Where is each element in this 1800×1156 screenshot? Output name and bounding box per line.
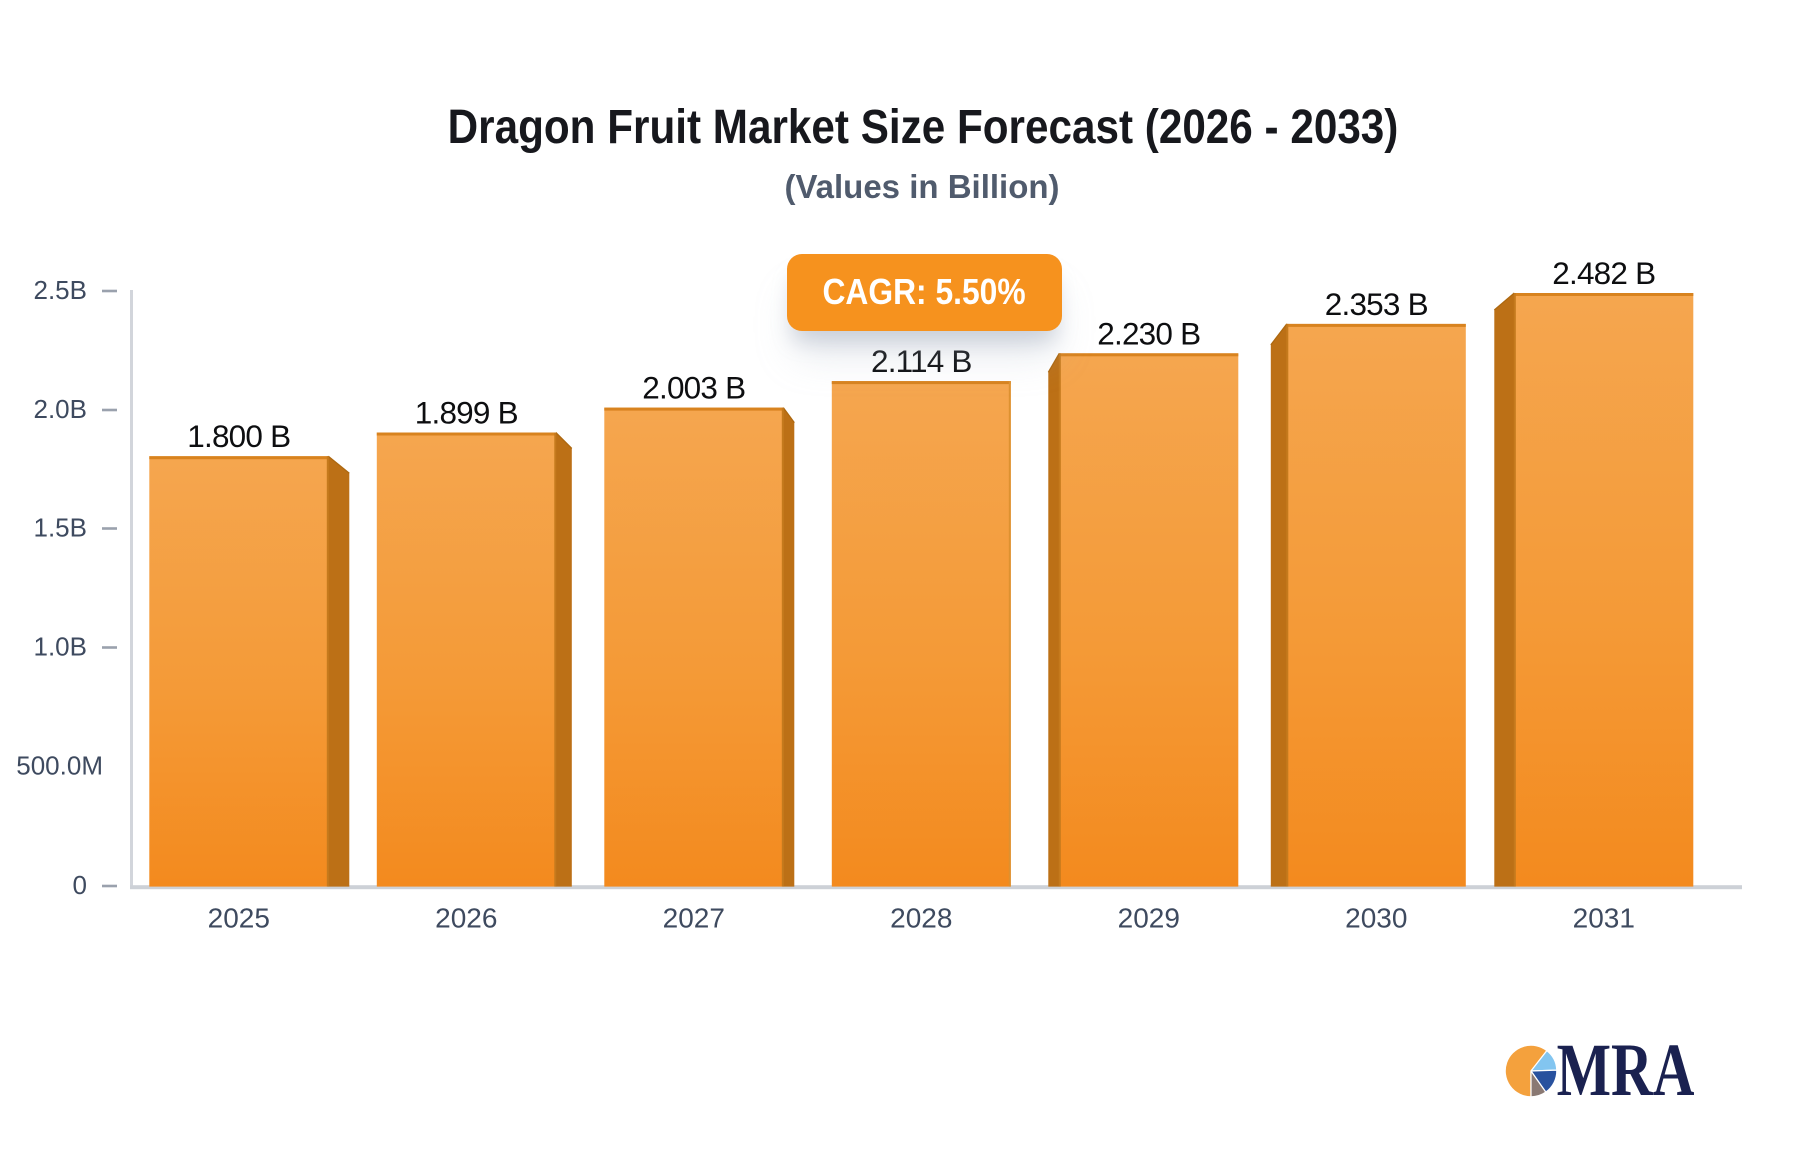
svg-text:2.482 B: 2.482 B bbox=[1552, 255, 1655, 291]
svg-text:1.5B: 1.5B bbox=[34, 513, 88, 543]
svg-text:2026: 2026 bbox=[435, 903, 497, 934]
svg-text:2031: 2031 bbox=[1573, 903, 1635, 934]
svg-text:2029: 2029 bbox=[1118, 903, 1180, 934]
svg-text:2.230 B: 2.230 B bbox=[1097, 315, 1200, 351]
svg-text:1.0B: 1.0B bbox=[34, 632, 88, 662]
svg-text:2.353 B: 2.353 B bbox=[1325, 286, 1428, 322]
svg-text:1.899 B: 1.899 B bbox=[415, 395, 518, 431]
svg-text:2.114 B: 2.114 B bbox=[871, 343, 972, 379]
svg-text:2028: 2028 bbox=[890, 903, 952, 934]
svg-text:500.0M: 500.0M bbox=[16, 751, 103, 781]
svg-text:0: 0 bbox=[73, 870, 87, 900]
svg-text:MRA: MRA bbox=[1557, 1029, 1695, 1112]
svg-text:2030: 2030 bbox=[1345, 903, 1407, 934]
svg-text:2027: 2027 bbox=[663, 903, 725, 934]
svg-text:2.5B: 2.5B bbox=[34, 275, 88, 305]
svg-text:2.0B: 2.0B bbox=[34, 394, 88, 424]
svg-text:1.800 B: 1.800 B bbox=[187, 418, 290, 454]
svg-text:2025: 2025 bbox=[208, 903, 270, 934]
svg-text:2.003 B: 2.003 B bbox=[642, 370, 745, 406]
